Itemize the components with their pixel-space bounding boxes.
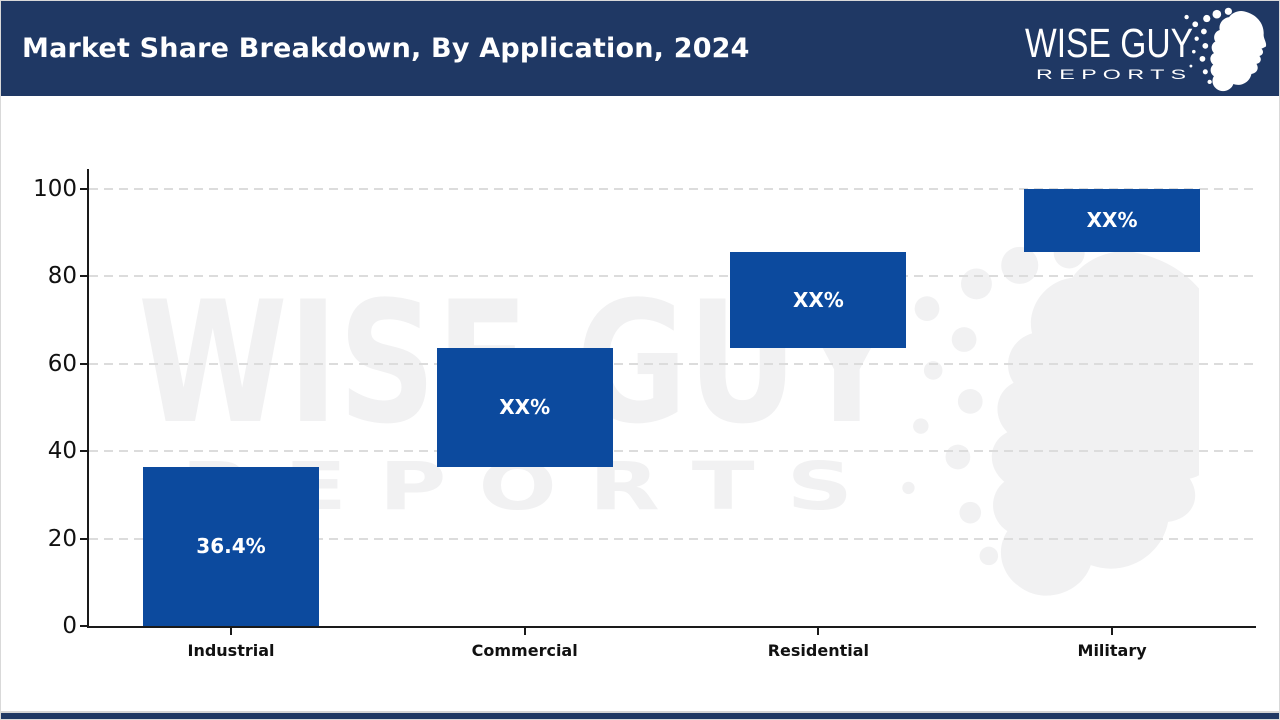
header-band: Market Share Breakdown, By Application, … [1,1,1279,96]
y-tick-label: 0 [62,613,77,639]
wise-guy-head-icon [1184,7,1267,92]
bar-value-label: 36.4% [196,534,266,559]
y-tick-label: 80 [47,263,77,289]
x-category-label: Industrial [187,641,275,660]
bar-residential: XX% [730,252,907,348]
gridline [89,450,1254,452]
y-tick-mark [80,187,89,190]
x-axis-line [87,626,1256,628]
logo-brand-text: WISE GUY [1025,20,1193,66]
y-tick-label: 60 [47,350,77,377]
y-tick-label: 40 [47,438,77,464]
bar-military: XX% [1024,188,1201,253]
gridline [89,362,1254,365]
x-category-label: Military [1077,641,1147,660]
x-tick-mark [523,626,526,635]
gridline [89,537,1254,540]
gridline [89,275,1254,277]
y-tick-mark [80,625,89,627]
gridline [89,187,1254,190]
y-tick-label: 100 [33,175,77,202]
x-category-label: Commercial [471,641,578,660]
wise-guy-reports-logo: WISE GUY R E P O R T S [1025,7,1267,92]
x-tick-mark [1111,626,1114,635]
x-tick-mark [817,626,820,635]
y-tick-mark [80,450,89,452]
logo-brand-subtext: R E P O R T S [1036,66,1186,82]
y-tick-mark [80,362,89,365]
bar-industrial: 36.4% [143,466,319,626]
x-tick-mark [230,626,232,635]
footer-divider [1,711,1279,713]
page-title: Market Share Breakdown, By Application, … [22,33,750,64]
x-category-label: Residential [767,641,870,660]
y-tick-mark [80,275,89,277]
bar-value-label: XX% [1086,208,1138,233]
y-tick-mark [80,537,89,540]
bar-value-label: XX% [499,395,551,420]
footer-bar [1,713,1279,719]
bar-value-label: XX% [792,288,844,313]
y-axis-line [87,169,89,628]
bar-commercial: XX% [436,347,613,467]
y-tick-label: 20 [47,525,77,552]
